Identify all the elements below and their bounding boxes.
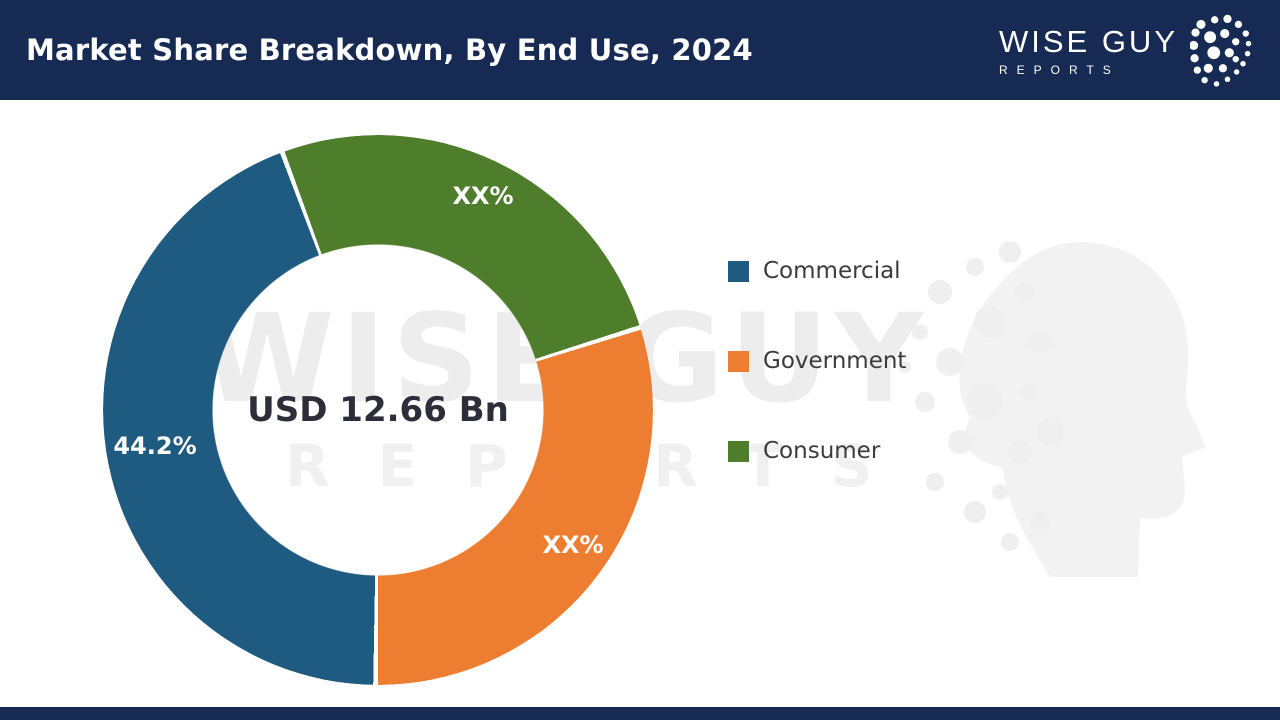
legend-swatch-consumer: [728, 440, 749, 462]
logo-subtitle: REPORTS: [998, 62, 1120, 77]
logo-wordmark: WISE GUY: [998, 23, 1178, 59]
donut-chart: 44.2% XX% XX% USD 12.66 Bn: [103, 135, 653, 685]
bottom-bar: [0, 707, 1280, 720]
chart-area: WISE GUY REPORTS 44.2% XX% XX% USD 12: [0, 100, 1280, 707]
legend-label-consumer: Consumer: [763, 438, 881, 464]
head-watermark-graphic: [899, 241, 1206, 577]
legend-swatch-government: [728, 350, 749, 372]
legend-item-commercial: Commercial: [728, 258, 906, 284]
legend-item-consumer: Consumer: [728, 438, 906, 464]
header: Market Share Breakdown, By End Use, 2024…: [0, 0, 1280, 100]
legend-label-commercial: Commercial: [763, 258, 901, 284]
logo-text: WISE GUY REPORTS: [999, 24, 1178, 77]
logo-head-icon: [1190, 14, 1252, 87]
legend-item-government: Government: [728, 348, 906, 374]
donut-ring: [103, 135, 653, 685]
page-title: Market Share Breakdown, By End Use, 2024: [26, 33, 753, 67]
wiseguy-logo: WISE GUY REPORTS: [999, 10, 1254, 90]
legend: Commercial Government Consumer: [728, 258, 906, 528]
legend-swatch-commercial: [728, 260, 749, 282]
legend-label-government: Government: [763, 348, 907, 374]
